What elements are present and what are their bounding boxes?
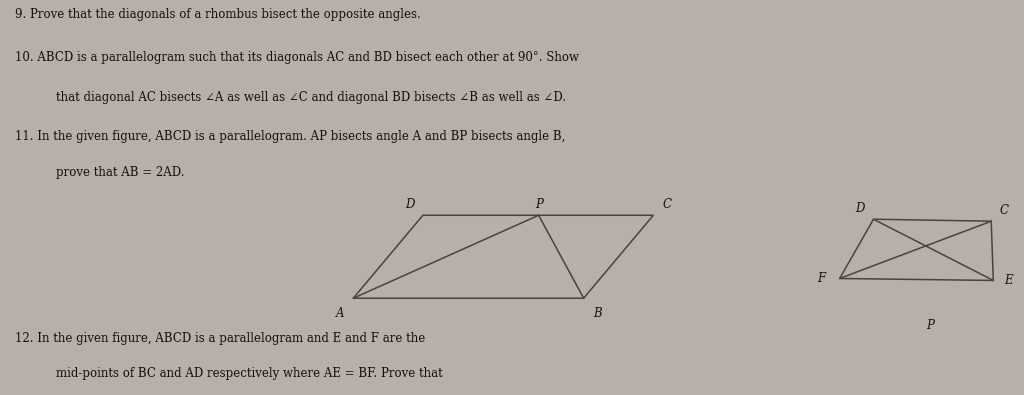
Text: F: F [817, 272, 825, 285]
Text: A: A [336, 307, 344, 320]
Text: C: C [663, 198, 671, 211]
Text: D: D [404, 198, 415, 211]
Text: P: P [535, 198, 543, 211]
Text: B: B [593, 307, 601, 320]
Text: 12. In the given figure, ABCD is a parallelogram and E and F are the: 12. In the given figure, ABCD is a paral… [15, 332, 426, 345]
Text: E: E [1005, 274, 1013, 287]
Text: prove that AB = 2AD.: prove that AB = 2AD. [56, 166, 184, 179]
Text: D: D [855, 202, 865, 214]
Text: C: C [1000, 204, 1009, 216]
Text: 10. ABCD is a parallelogram such that its diagonals AC and BD bisect each other : 10. ABCD is a parallelogram such that it… [15, 51, 580, 64]
Text: that diagonal AC bisects ∠A as well as ∠C and diagonal BD bisects ∠B as well as : that diagonal AC bisects ∠A as well as ∠… [56, 91, 566, 104]
Text: mid-points of BC and AD respectively where AE = BF. Prove that: mid-points of BC and AD respectively whe… [56, 367, 443, 380]
Text: 11. In the given figure, ABCD is a parallelogram. AP bisects angle A and BP bise: 11. In the given figure, ABCD is a paral… [15, 130, 565, 143]
Text: P: P [926, 320, 934, 332]
Text: 9. Prove that the diagonals of a rhombus bisect the opposite angles.: 9. Prove that the diagonals of a rhombus… [15, 8, 421, 21]
